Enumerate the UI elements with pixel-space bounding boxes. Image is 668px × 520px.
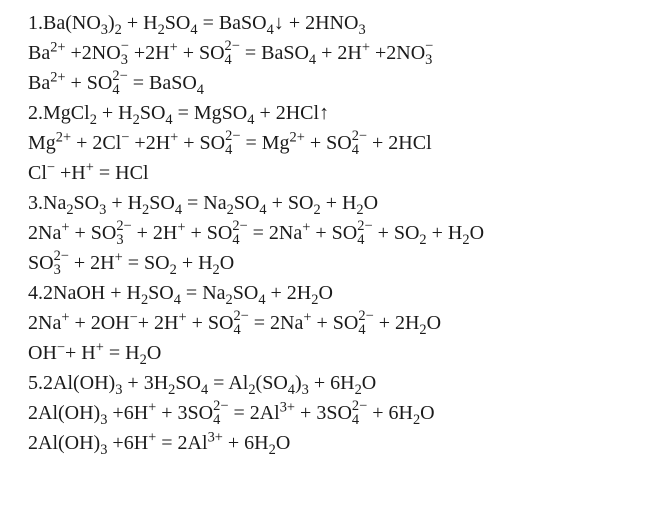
equation-line: 2Al(OH)3 +6H+ = 2Al3+ + 6H2O (28, 428, 658, 458)
equation-line: 1.Ba(NO3)2 + H2SO4 = BaSO4↓ + 2HNO3 (28, 8, 658, 38)
equation-line: Ba2+ +2NO−3 +2H+ + SO2−4 = BaSO4 + 2H+ +… (28, 38, 658, 68)
equation-line: OH−+ H+ = H2O (28, 338, 658, 368)
equation-line: 2.MgCl2 + H2SO4 = MgSO4 + 2HCl↑ (28, 98, 658, 128)
equation-line: 4.2NaOH + H2SO4 = Na2SO4 + 2H2O (28, 278, 658, 308)
equation-line: Ba2+ + SO2−4 = BaSO4 (28, 68, 658, 98)
equation-line: Cl− +H+ = HCl (28, 158, 658, 188)
equation-line: 2Al(OH)3 +6H+ + 3SO2−4 = 2Al3+ + 3SO2−4 … (28, 398, 658, 428)
equation-line: 2Na+ + 2OH−+ 2H+ + SO2−4 = 2Na+ + SO2−4 … (28, 308, 658, 338)
equation-line: Mg2+ + 2Cl− +2H+ + SO2−4 = Mg2+ + SO2−4 … (28, 128, 658, 158)
equation-line: 3.Na2SO3 + H2SO4 = Na2SO4 + SO2 + H2O (28, 188, 658, 218)
equation-block: 1.Ba(NO3)2 + H2SO4 = BaSO4↓ + 2HNO3 Ba2+… (0, 0, 668, 466)
equation-line: SO2−3 + 2H+ = SO2 + H2O (28, 248, 658, 278)
equation-line: 2Na+ + SO2−3 + 2H+ + SO2−4 = 2Na+ + SO2−… (28, 218, 658, 248)
equation-line: 5.2Al(OH)3 + 3H2SO4 = Al2(SO4)3 + 6H2O (28, 368, 658, 398)
